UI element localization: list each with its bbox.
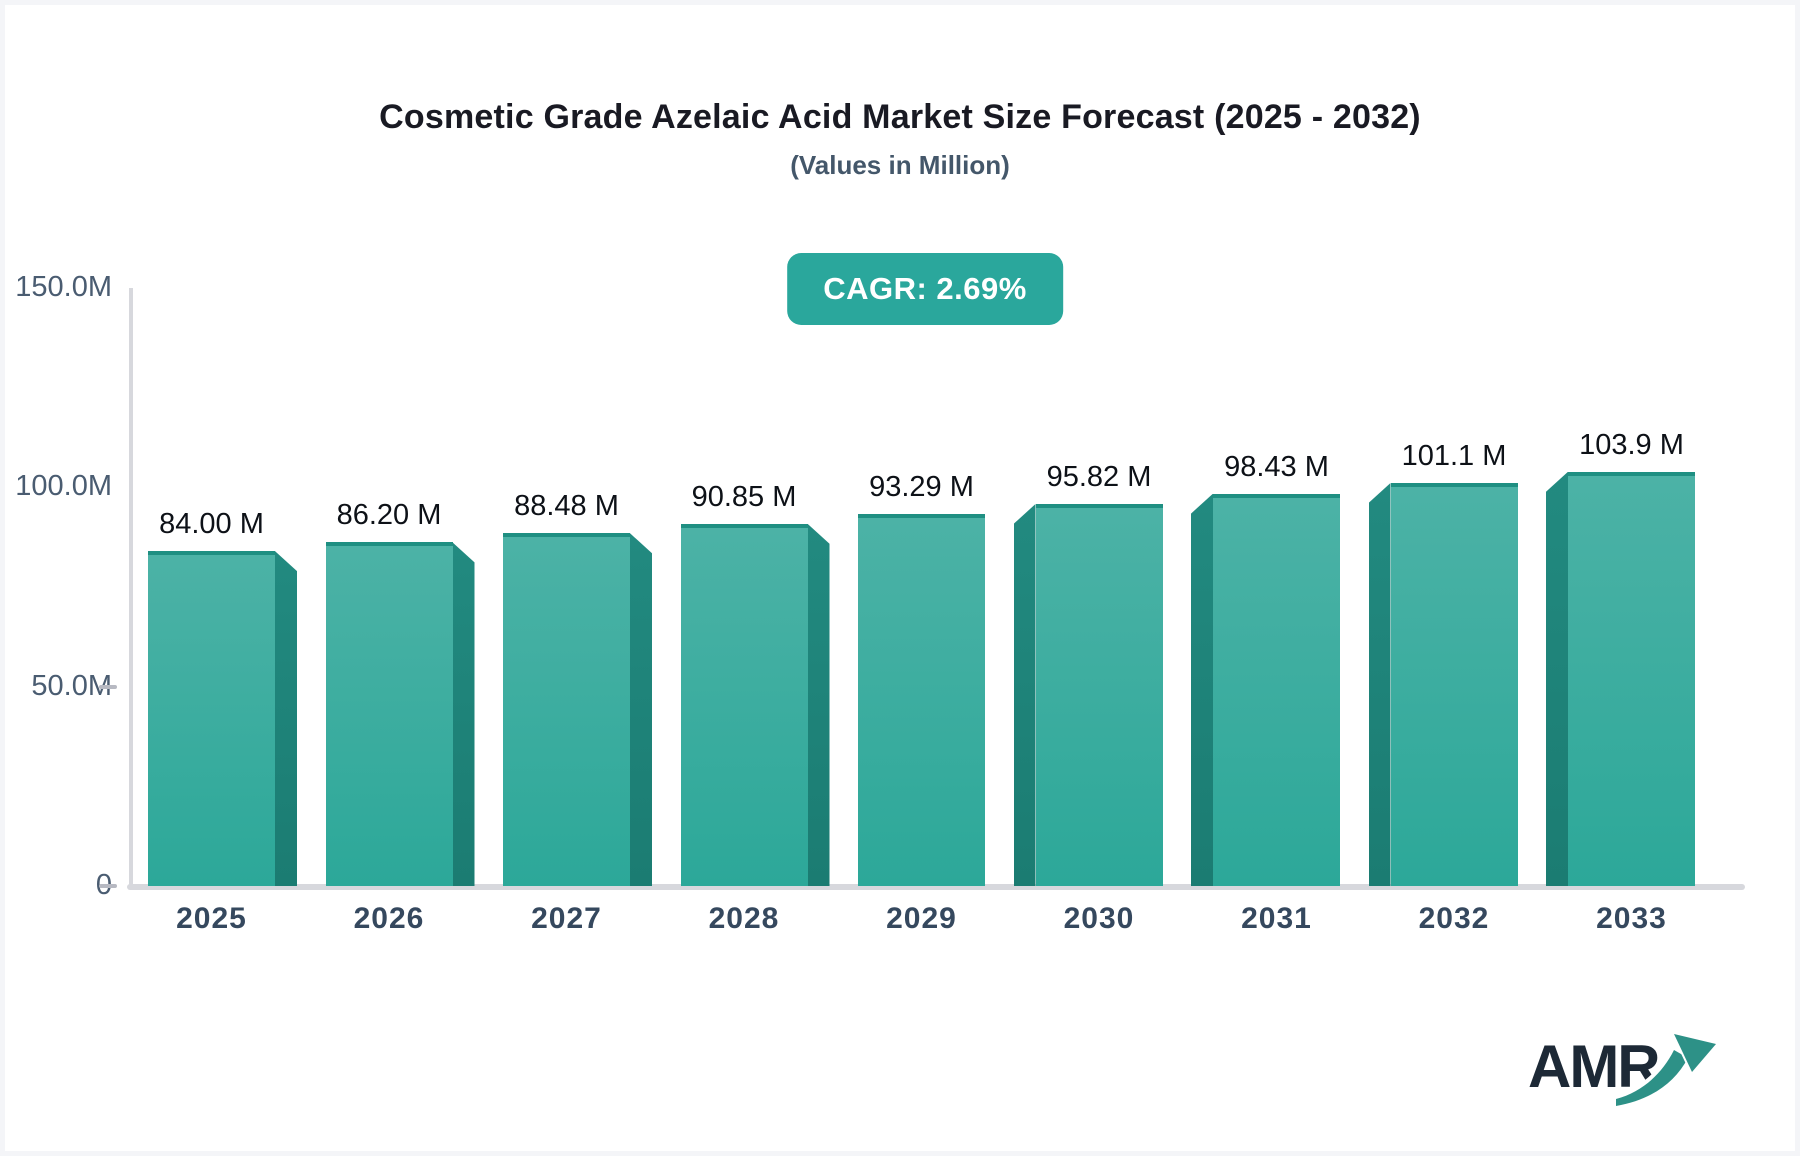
- bar-2029: [858, 514, 985, 886]
- bar-2031: [1213, 493, 1340, 886]
- bar-2033: [1568, 471, 1695, 886]
- bar-value-label-2033: 103.9 M: [1579, 428, 1684, 461]
- y-tick-label-50.0M: 50.0M: [31, 669, 112, 702]
- chart-subtitle: (Values in Million): [790, 150, 1010, 180]
- bar-value-label-2025: 84.00 M: [159, 508, 264, 541]
- bar-value-label-2031: 98.43 M: [1224, 450, 1329, 483]
- bar-side-2030: [1013, 503, 1036, 886]
- bar-side-2031: [1191, 493, 1213, 886]
- bar-2026: [325, 542, 453, 886]
- bar-side-2033: [1546, 471, 1568, 886]
- x-tick-label-2028: 2028: [708, 902, 780, 935]
- bar-value-label-2032: 101.1 M: [1401, 439, 1507, 472]
- bar-value-label-2028: 90.85 M: [691, 480, 797, 513]
- x-tick-label-2025: 2025: [176, 902, 247, 935]
- bar-side-2032: [1368, 482, 1391, 886]
- bar-2028: [680, 523, 808, 886]
- bar-value-label-2026: 86.20 M: [336, 499, 442, 532]
- bar-side-2026: [452, 542, 475, 886]
- bar-value-label-2027: 88.48 M: [514, 490, 619, 523]
- y-axis-line: [129, 288, 133, 888]
- bar-2027: [503, 533, 630, 886]
- cagr-badge: CAGR: 2.69%: [787, 253, 1063, 325]
- x-tick-label-2032: 2032: [1418, 902, 1490, 935]
- y-tick-label-0: 0: [0, 869, 112, 902]
- bar-side-2027: [630, 533, 652, 886]
- y-tick-label-150.0M: 150.0M: [15, 271, 112, 303]
- x-axis-line: [127, 884, 1745, 890]
- chart-title: Cosmetic Grade Azelaic Acid Market Size …: [379, 98, 1421, 136]
- trend-arrow-icon: [1616, 1032, 1718, 1110]
- x-tick-label-2031: 2031: [1241, 902, 1312, 935]
- y-tick-dash: [99, 884, 117, 888]
- bar-value-label-2030: 95.82 M: [1046, 460, 1152, 493]
- bar-value-label-2029: 93.29 M: [869, 471, 974, 504]
- y-tick-label-100.0M: 100.0M: [15, 470, 112, 503]
- bar-2030: [1035, 503, 1163, 886]
- amr-logo: AMR: [1528, 1026, 1728, 1116]
- bar-side-2025: [275, 551, 297, 886]
- x-tick-label-2029: 2029: [886, 902, 957, 935]
- y-tick-dash: [99, 684, 117, 689]
- x-tick-label-2030: 2030: [1063, 902, 1135, 935]
- x-tick-label-2027: 2027: [531, 902, 602, 935]
- x-tick-label-2033: 2033: [1596, 902, 1667, 935]
- bar-2032: [1390, 482, 1518, 886]
- x-tick-label-2026: 2026: [353, 902, 425, 935]
- bar-side-2028: [807, 523, 830, 886]
- bar-2025: [148, 551, 275, 886]
